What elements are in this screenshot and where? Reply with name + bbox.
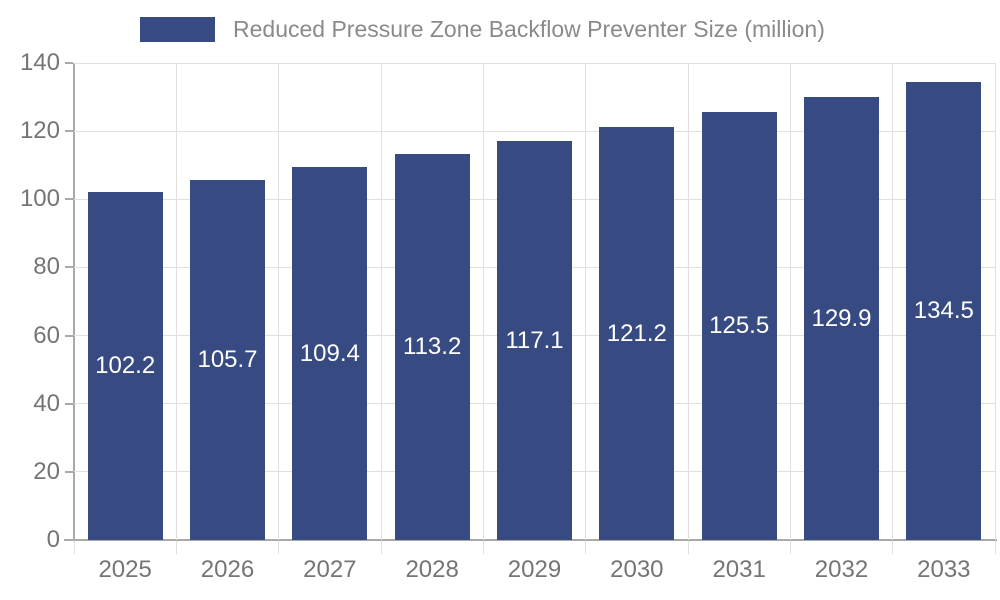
y-axis-label: 40 (33, 389, 60, 417)
x-axis-tick (892, 541, 894, 554)
bar: 134.5 (906, 81, 982, 540)
gridline-vertical (687, 63, 689, 540)
x-axis-label: 2029 (507, 556, 562, 583)
y-axis-label: 60 (33, 321, 60, 349)
gridline-vertical (789, 63, 791, 540)
gridline-horizontal (74, 62, 995, 64)
gridline-vertical (994, 63, 996, 540)
y-axis-tick (65, 62, 73, 64)
bar: 129.9 (804, 97, 879, 540)
x-axis-label: 2026 (200, 556, 255, 583)
bar-value-label: 129.9 (811, 304, 872, 332)
gridline-vertical (585, 63, 587, 540)
x-axis-tick (73, 541, 75, 554)
x-axis-tick (994, 541, 996, 554)
x-axis-label: 2028 (405, 556, 459, 583)
y-axis-tick (65, 402, 73, 405)
bar-value-label: 105.7 (197, 345, 258, 373)
bar-value-label: 113.2 (403, 333, 462, 361)
bar-value-label: 125.5 (709, 312, 770, 340)
plot-area: 0 20 40 60 80 100 120 140 102.2 2025 105.7 2026 109.… (20, 49, 997, 583)
x-axis-label: 2032 (814, 556, 869, 583)
y-axis-tick (65, 266, 73, 269)
bar-value-label: 121.2 (606, 319, 667, 347)
bar: 102.2 (87, 191, 163, 540)
gridline-vertical (175, 63, 177, 540)
legend-swatch[interactable] (140, 17, 215, 42)
x-axis-tick (585, 541, 587, 554)
bar-value-label: 134.5 (913, 296, 974, 324)
y-axis-label: 100 (19, 185, 60, 213)
y-axis-label: 140 (19, 49, 60, 76)
x-axis-label: 2033 (917, 556, 971, 583)
y-axis-tick (65, 539, 73, 541)
y-axis-tick (65, 334, 73, 337)
bar: 125.5 (701, 112, 777, 540)
bar-value-label: 102.2 (95, 351, 156, 379)
y-axis-tick (65, 470, 73, 473)
legend-label[interactable]: Reduced Pressure Zone Backflow Preventer… (233, 16, 825, 42)
gridline-vertical (380, 63, 382, 540)
gridline-vertical (278, 63, 280, 540)
x-axis-tick (380, 541, 382, 554)
x-axis-tick (687, 541, 689, 554)
x-axis-label: 2027 (303, 556, 357, 583)
gridline-horizontal (74, 130, 995, 132)
y-axis-label: 80 (33, 253, 60, 281)
x-axis-label: 2030 (610, 556, 664, 583)
x-axis-tick (278, 541, 280, 554)
bar: 109.4 (292, 167, 368, 540)
y-axis-spine (73, 63, 75, 540)
bar: 105.7 (190, 179, 265, 540)
bar: 121.2 (599, 127, 675, 540)
y-axis-tick (65, 198, 73, 201)
gridline-vertical (482, 63, 484, 540)
y-axis-tick (65, 130, 73, 133)
x-axis-tick (482, 541, 484, 554)
x-axis-label: 2025 (98, 556, 152, 583)
x-axis-label: 2031 (712, 556, 766, 583)
x-axis-spine (64, 539, 997, 541)
bar: 117.1 (497, 141, 572, 540)
bar: 113.2 (394, 154, 470, 540)
y-axis-label: 20 (33, 457, 60, 485)
bar-value-label: 117.1 (505, 326, 564, 354)
x-axis-tick (175, 541, 177, 554)
bar-value-label: 109.4 (299, 339, 360, 367)
x-axis-tick (789, 541, 791, 554)
y-axis-label: 0 (46, 526, 60, 553)
legend[interactable]: Reduced Pressure Zone Backflow Preventer… (140, 16, 825, 43)
gridline-vertical (892, 63, 894, 540)
y-axis-label: 120 (19, 117, 60, 145)
